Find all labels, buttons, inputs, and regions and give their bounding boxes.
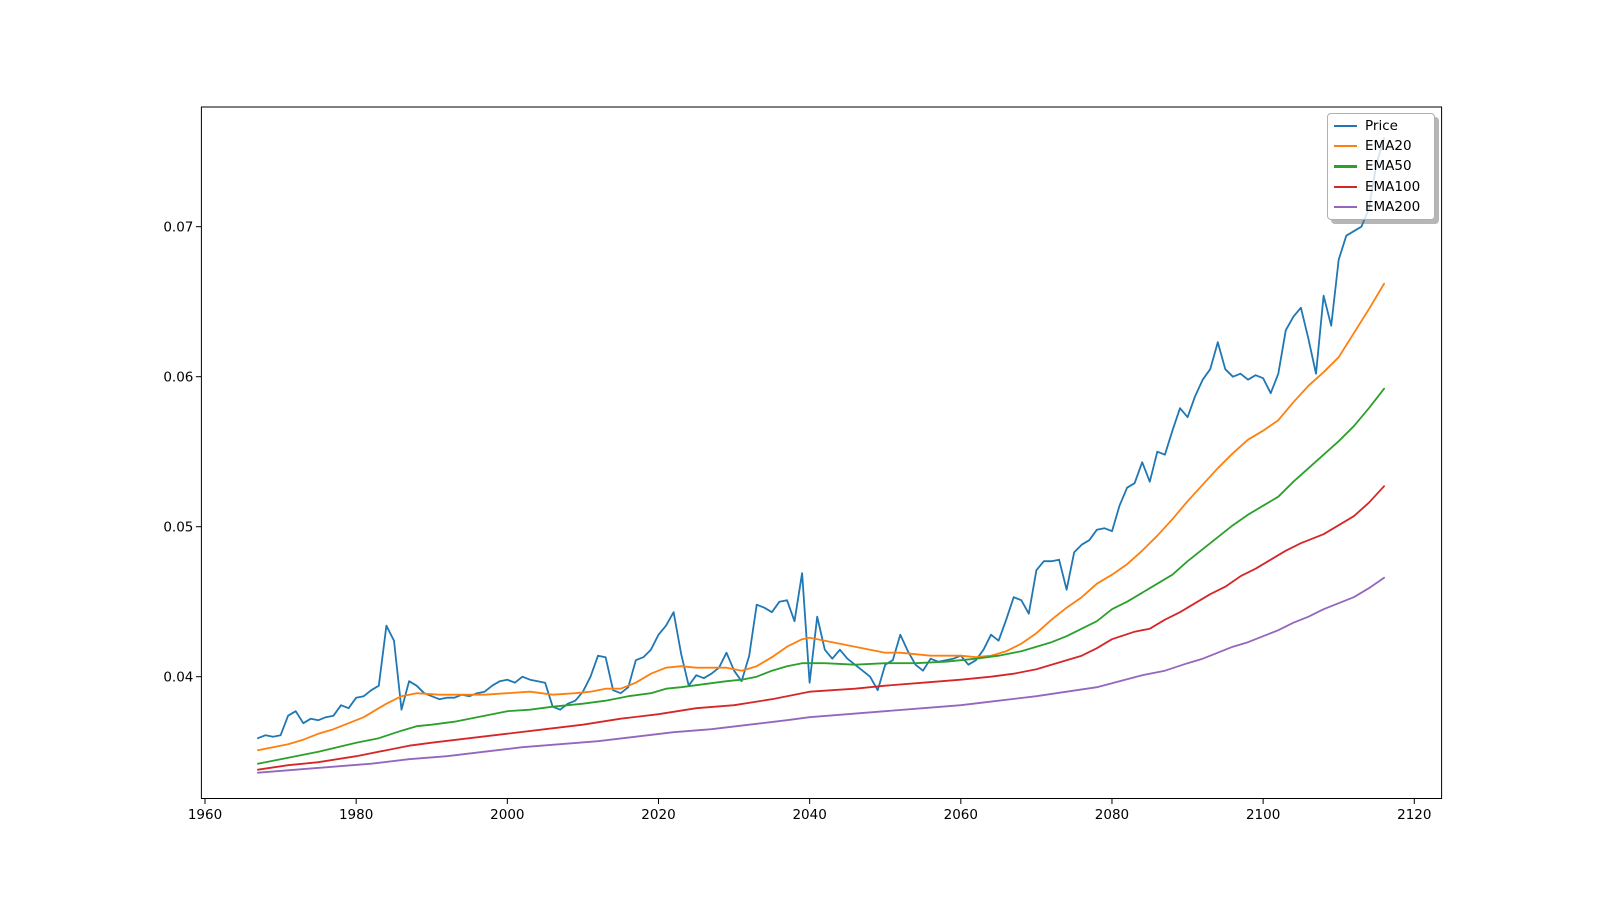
y-tick-label: 0.07 [163, 220, 193, 236]
x-tick-label: 2060 [944, 807, 978, 823]
legend-item-price: Price [1328, 116, 1434, 136]
series-price-line [256, 137, 1385, 740]
y-tick-label: 0.04 [163, 670, 193, 686]
x-tick-label: 2120 [1397, 807, 1431, 823]
legend-item-ema100: EMA100 [1328, 177, 1434, 197]
legend-item-ema200: EMA200 [1328, 197, 1434, 217]
x-tick-label: 2020 [641, 807, 675, 823]
x-tick-label: 2040 [792, 807, 826, 823]
axis-ticks: 1960 1980 2000 2020 2040 2060 2080 2100 2120 0.04… [163, 220, 1431, 824]
legend-label: EMA50 [1365, 158, 1412, 175]
legend-label: EMA20 [1365, 138, 1412, 155]
series-ema100-line [256, 485, 1385, 771]
x-tick-label: 2080 [1095, 807, 1129, 823]
legend-label: Price [1365, 118, 1398, 135]
ema200-line-swatch [1334, 205, 1357, 208]
legend-item-ema50: EMA50 [1328, 156, 1434, 176]
y-tick-label: 0.05 [163, 520, 193, 536]
ema100-line-swatch [1334, 185, 1357, 188]
legend-label: EMA200 [1365, 198, 1421, 215]
x-tick-label: 2100 [1246, 807, 1280, 823]
x-tick-label: 2000 [490, 807, 524, 823]
series-ema200-line [256, 576, 1385, 774]
x-tick-label: 1980 [339, 807, 373, 823]
legend-box: Price EMA20 EMA50 EMA100 EMA200 [1327, 113, 1435, 220]
series-ema50-line [256, 387, 1385, 765]
series-ema20-line [256, 282, 1385, 752]
legend-label: EMA100 [1365, 178, 1421, 195]
price-line-swatch [1334, 125, 1357, 128]
legend-item-ema20: EMA20 [1328, 136, 1434, 156]
x-tick-label: 1960 [188, 807, 222, 823]
ema50-line-swatch [1334, 165, 1357, 168]
axes-frame [200, 106, 1443, 799]
y-tick-label: 0.06 [163, 370, 193, 386]
ema20-line-swatch [1334, 145, 1357, 148]
